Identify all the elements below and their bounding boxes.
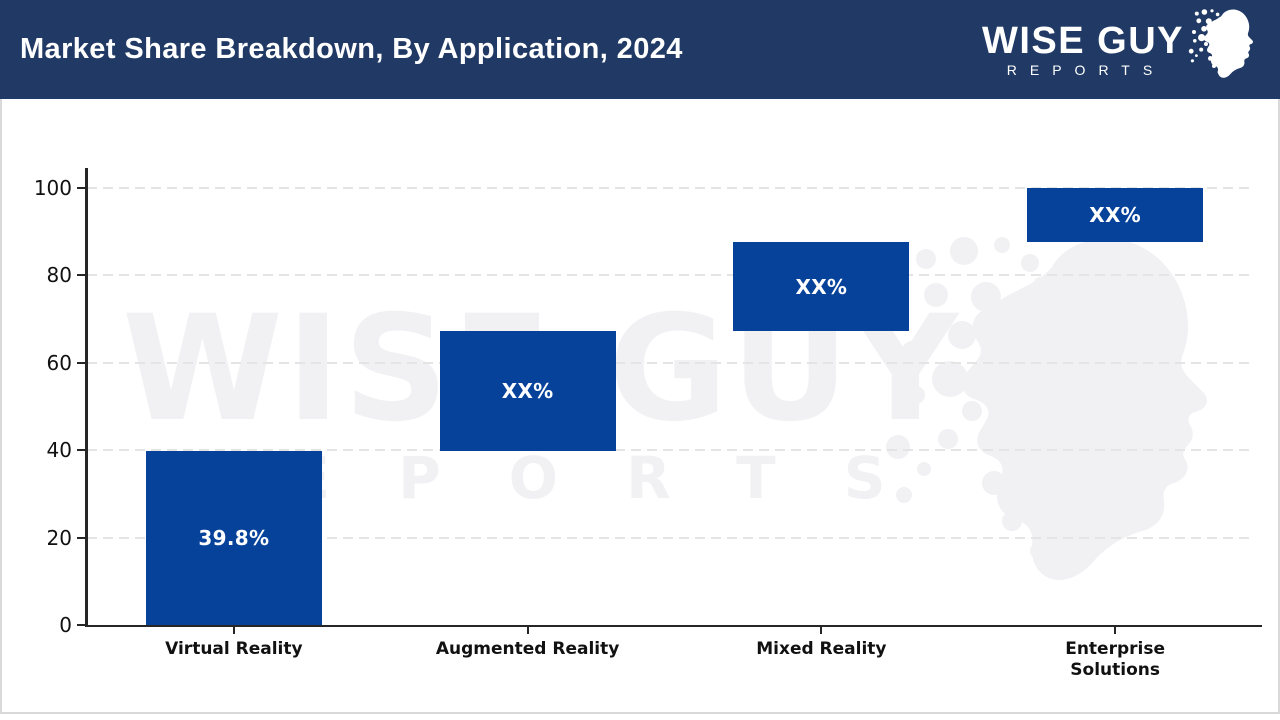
gridline-80 [87, 274, 1255, 276]
y-tick-label-20: 20 [46, 525, 72, 550]
y-tick-label-40: 40 [46, 438, 72, 462]
bar-value-label-2: XX% [795, 274, 848, 299]
gridline-100 [87, 186, 1255, 189]
y-tick-20 [77, 536, 86, 539]
gridline-20 [87, 536, 1255, 539]
x-category-label-0: Virtual Reality [114, 639, 354, 660]
brand-logo: WISE GUY REPORTS [982, 6, 1270, 94]
x-category-label-line: Mixed Reality [756, 639, 887, 659]
header-bar: Market Share Breakdown, By Application, … [0, 0, 1280, 99]
brand-subtitle: REPORTS [1006, 62, 1166, 78]
watermark-head-icon [862, 226, 1262, 656]
bar-segment-1: XX% [439, 331, 616, 451]
x-tick-2 [820, 625, 823, 634]
gridline-60 [87, 361, 1255, 364]
bar-value-label-1: XX% [501, 378, 554, 403]
x-category-label-3: Enterprise Solutions [995, 639, 1235, 681]
y-tick-40 [77, 449, 86, 451]
x-category-label-line: Enterprise [1065, 639, 1166, 659]
bar-value-label-3: XX% [1089, 202, 1142, 227]
x-category-label-line: Virtual Reality [165, 639, 303, 659]
brand-head-icon [1178, 8, 1270, 92]
x-category-label-line: Augmented Reality [435, 639, 620, 659]
x-axis-line [85, 624, 1262, 627]
x-tick-3 [1114, 625, 1117, 634]
bar-value-label-0: 39.8% [198, 525, 270, 550]
bar-segment-2: XX% [733, 242, 910, 331]
y-tick-80 [77, 274, 86, 276]
brand-logo-text: WISE GUY REPORTS [982, 22, 1184, 78]
y-tick-100 [77, 186, 86, 189]
y-tick-label-60: 60 [46, 350, 72, 375]
x-category-label-2: Mixed Reality [701, 639, 941, 660]
y-tick-label-100: 100 [33, 175, 72, 200]
x-tick-0 [232, 625, 235, 634]
x-tick-1 [526, 625, 529, 634]
y-tick-0 [77, 624, 86, 626]
y-tick-60 [77, 361, 86, 364]
page-title: Market Share Breakdown, By Application, … [20, 33, 683, 65]
brand-name: WISE GUY [981, 20, 1184, 62]
y-axis-line [85, 168, 88, 627]
bar-segment-3: XX% [1027, 187, 1204, 243]
x-category-label-1: Augmented Reality [408, 639, 648, 660]
x-category-label-line: Solutions [1070, 660, 1160, 680]
y-tick-label-0: 0 [59, 613, 72, 637]
gridline-40 [87, 449, 1255, 451]
bar-segment-0: 39.8% [145, 450, 322, 625]
y-tick-label-80: 80 [46, 263, 72, 287]
